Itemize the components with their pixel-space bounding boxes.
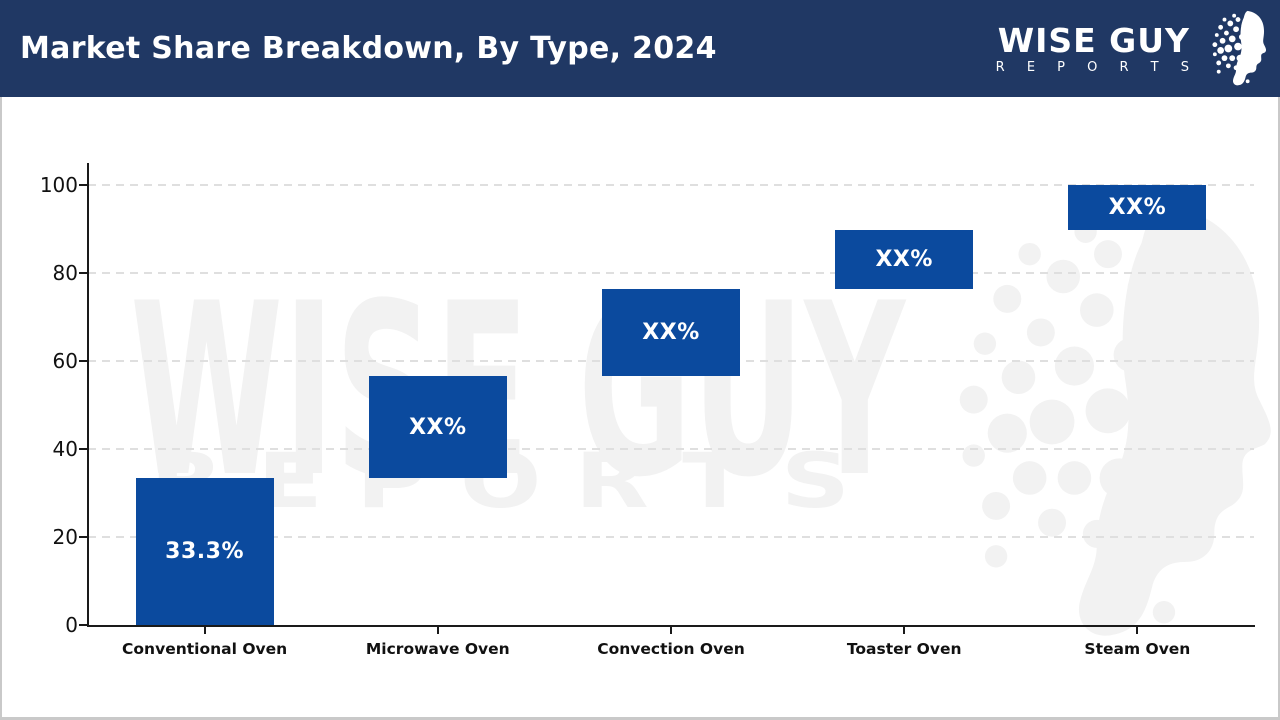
logo-wordmark-line1: WISE GUY [997, 20, 1190, 60]
x-axis-tick [1136, 626, 1139, 634]
bar-segment: XX% [1068, 185, 1207, 230]
logo-wordmark: WISE GUY R E P O R T S [990, 24, 1198, 74]
y-axis-tick-label: 80 [52, 261, 78, 285]
bar-segment: 33.3% [135, 478, 274, 625]
x-axis-category-label: Conventional Oven [122, 640, 288, 658]
y-axis-tick [79, 536, 88, 538]
x-axis-category-label: Toaster Oven [846, 640, 962, 658]
bar-value-label: XX% [409, 414, 467, 440]
x-axis-line [87, 625, 1255, 627]
y-axis-tick-label: 40 [52, 437, 78, 461]
x-axis-category-label: Convection Oven [597, 640, 745, 658]
x-axis-tick [670, 626, 672, 634]
y-axis-tick [79, 272, 88, 274]
bar-segment: XX% [368, 376, 507, 479]
bar-value-label: XX% [642, 320, 700, 346]
gridline [88, 184, 1254, 186]
y-axis-tick [79, 360, 88, 362]
y-axis-line [87, 163, 89, 627]
x-axis-category-label: Microwave Oven [365, 640, 510, 658]
header-bar: Market Share Breakdown, By Type, 2024 WI… [0, 0, 1280, 97]
chart-area: WISE GUY R E P O R T S 0 20 40 60 80 100 33.3%… [0, 97, 1280, 720]
bar-segment: XX% [602, 288, 740, 377]
bar-value-label: XX% [1108, 194, 1167, 220]
logo-head-icon [1208, 8, 1268, 89]
x-axis-tick [436, 626, 439, 634]
y-axis-tick-label: 60 [52, 349, 78, 373]
x-axis-tick [203, 626, 206, 634]
chart-title: Market Share Breakdown, By Type, 2024 [20, 31, 717, 66]
y-axis-tick [79, 184, 88, 186]
bar-segment: XX% [835, 229, 974, 289]
logo-wordmark-line2: R E P O R T S [995, 59, 1198, 75]
gridline [88, 272, 1254, 274]
y-axis-tick-label: 0 [65, 613, 78, 637]
x-axis-tick [903, 626, 906, 634]
y-axis-tick [79, 448, 88, 450]
y-axis-tick-label: 100 [39, 173, 78, 197]
gridline [88, 448, 1254, 450]
watermark-head-icon [938, 187, 1278, 657]
gridline [88, 536, 1254, 538]
wiseguy-logo: WISE GUY R E P O R T S [990, 8, 1280, 89]
y-axis-tick [79, 624, 88, 626]
y-axis-tick-label: 20 [52, 525, 78, 549]
bar-value-label: 33.3% [165, 539, 244, 565]
bar-value-label: XX% [875, 246, 933, 272]
x-axis-category-label: Steam Oven [1084, 640, 1191, 658]
